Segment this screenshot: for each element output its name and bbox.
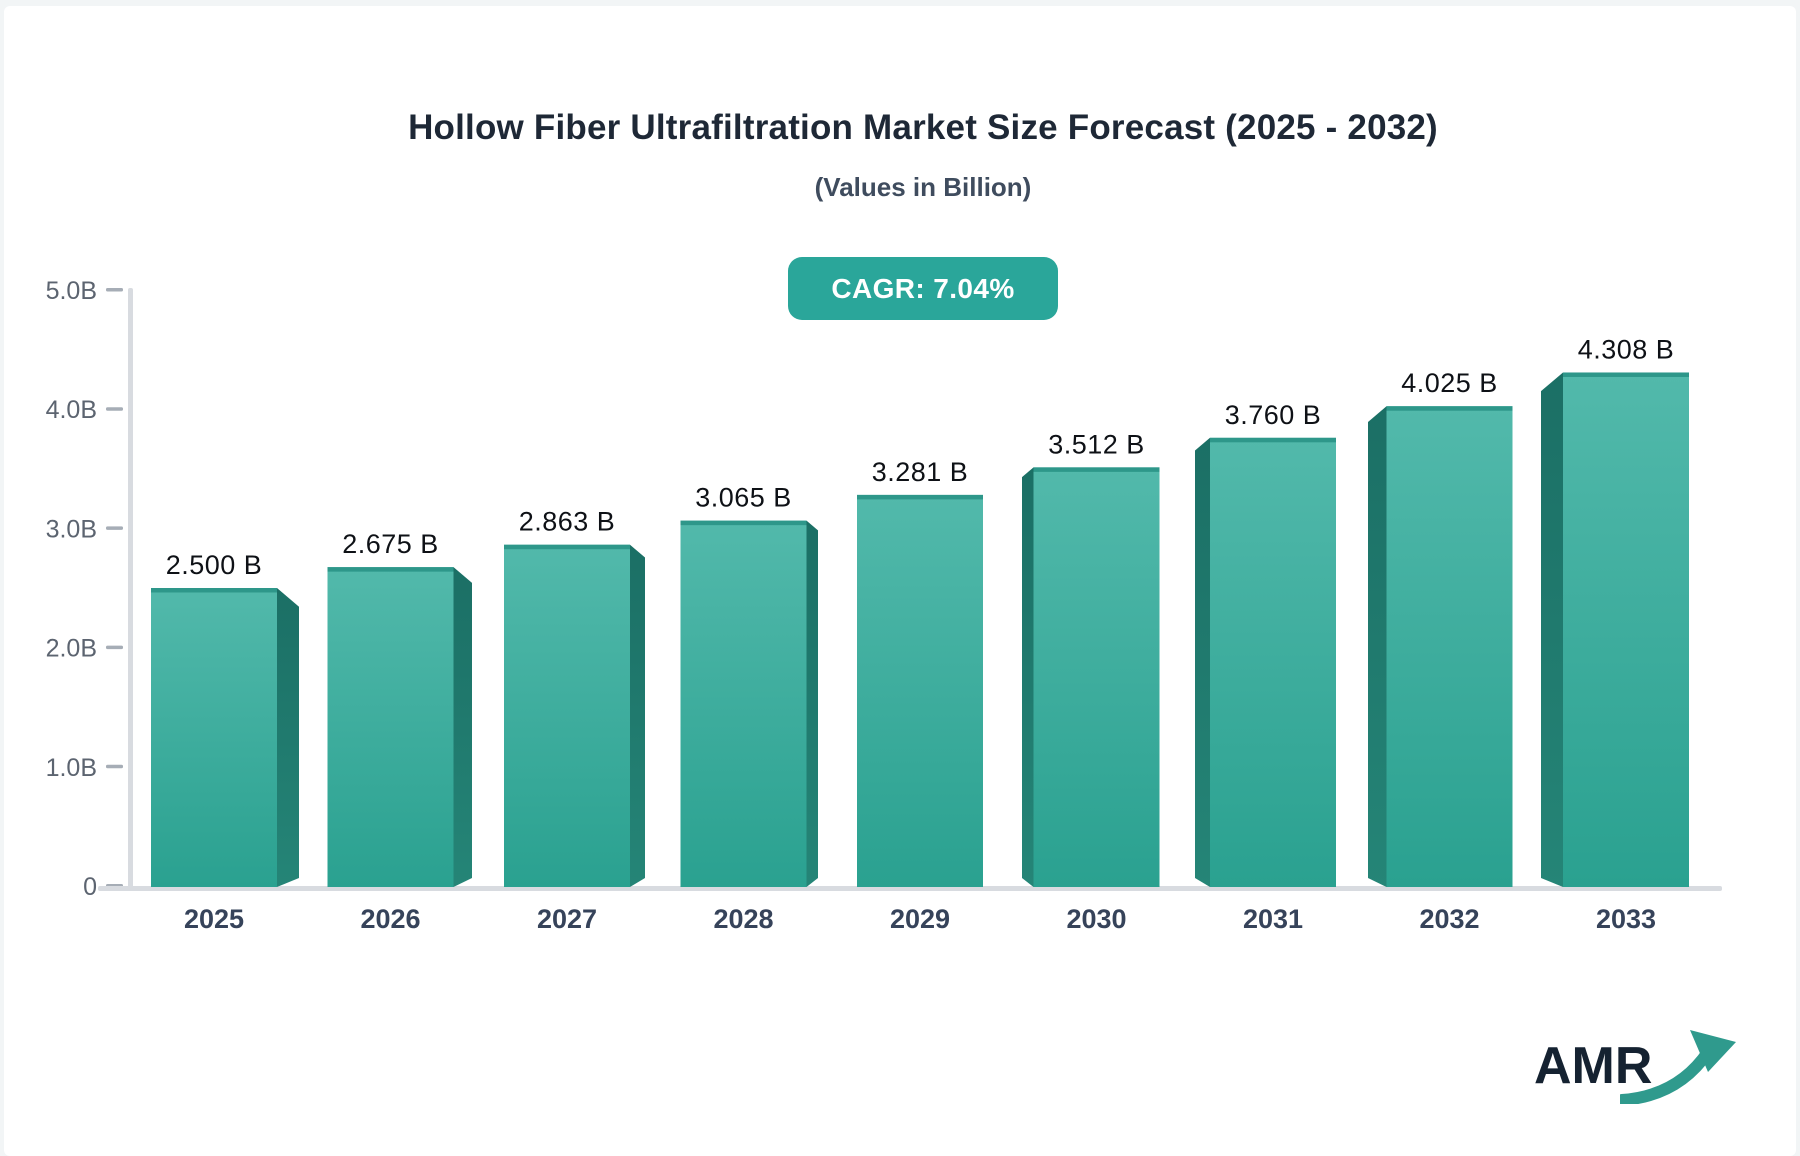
- x-axis-label: 2027: [537, 904, 597, 934]
- bar-2032: [1386, 406, 1513, 887]
- y-axis-tick: [106, 407, 123, 411]
- amr-logo: AMR: [1534, 1030, 1736, 1110]
- bar-2025: [151, 588, 277, 887]
- bar-side-2028: [806, 520, 818, 887]
- x-axis-baseline: [98, 886, 1722, 891]
- cagr-badge-label: CAGR: 7.04%: [831, 272, 1015, 304]
- chart-header: Hollow Fiber Ultrafiltration Market Size…: [23, 108, 1800, 203]
- x-axis-label: 2026: [360, 904, 420, 934]
- bar-value-label: 4.308 B: [1578, 334, 1675, 364]
- x-axis-label: 2029: [890, 904, 950, 934]
- x-axis-label: 2033: [1596, 904, 1656, 934]
- y-axis-label: 4.0B: [46, 396, 97, 424]
- bar-2033: [1563, 372, 1689, 887]
- bar-value-label: 4.025 B: [1401, 368, 1498, 398]
- bar-value-label: 3.512 B: [1048, 429, 1145, 459]
- bar-2029: [857, 494, 983, 887]
- y-axis-tick: [106, 288, 123, 292]
- bar-value-label: 2.863 B: [519, 507, 616, 537]
- x-axis-label: 2032: [1419, 904, 1479, 934]
- cagr-badge: CAGR: 7.04%: [788, 257, 1058, 320]
- growth-arrow-icon: [1620, 1030, 1736, 1104]
- bar-top-edge-2026: [327, 567, 454, 572]
- bar-side-2033: [1541, 372, 1563, 887]
- bar-value-label: 2.675 B: [342, 529, 439, 559]
- bar-top-edge-2033: [1563, 372, 1689, 377]
- bar-side-2030: [1022, 467, 1034, 887]
- bar-top-edge-2029: [857, 494, 983, 500]
- bar-top-edge-2025: [151, 588, 277, 593]
- y-axis-label: 0: [83, 873, 97, 901]
- bar-side-2027: [630, 544, 645, 887]
- y-axis-tick: [106, 764, 123, 769]
- bar-top-edge-2031: [1210, 437, 1336, 443]
- y-axis-label: 2.0B: [46, 635, 97, 663]
- x-axis-label: 2028: [713, 904, 773, 934]
- bar-top-edge-2032: [1386, 406, 1513, 411]
- chart-title: Hollow Fiber Ultrafiltration Market Size…: [408, 108, 1438, 147]
- x-axis-label: 2030: [1066, 904, 1126, 934]
- x-axis-label: 2031: [1243, 904, 1303, 934]
- y-axis-tick: [106, 645, 123, 650]
- amr-logo-text: AMR: [1534, 1037, 1653, 1095]
- chart-subtitle: (Values in Billion): [814, 172, 1032, 202]
- bar-top-edge-2028: [680, 520, 807, 526]
- bar-top-edge-2030: [1033, 467, 1160, 472]
- x-axis-label: 2025: [184, 904, 244, 934]
- bar-2028: [680, 520, 807, 887]
- bar-side-2032: [1368, 406, 1387, 887]
- bar-2026: [327, 567, 454, 887]
- bar-side-2031: [1195, 437, 1210, 887]
- bar-top-edge-2027: [504, 544, 630, 550]
- y-axis-tick: [106, 526, 123, 530]
- bar-2027: [504, 544, 630, 887]
- y-axis-label: 1.0B: [46, 754, 97, 782]
- bar-value-label: 3.281 B: [872, 457, 969, 487]
- y-axis-label: 5.0B: [46, 277, 97, 305]
- bar-value-label: 2.500 B: [166, 550, 263, 580]
- bar-side-2026: [453, 567, 472, 887]
- bar-2031: [1210, 437, 1336, 887]
- bar-value-label: 3.065 B: [695, 483, 792, 513]
- y-axis-label: 3.0B: [46, 515, 97, 543]
- bar-2030: [1033, 467, 1160, 887]
- bar-side-2025: [277, 588, 299, 887]
- y-axis-line: [128, 288, 133, 888]
- bar-value-label: 3.760 B: [1225, 400, 1322, 430]
